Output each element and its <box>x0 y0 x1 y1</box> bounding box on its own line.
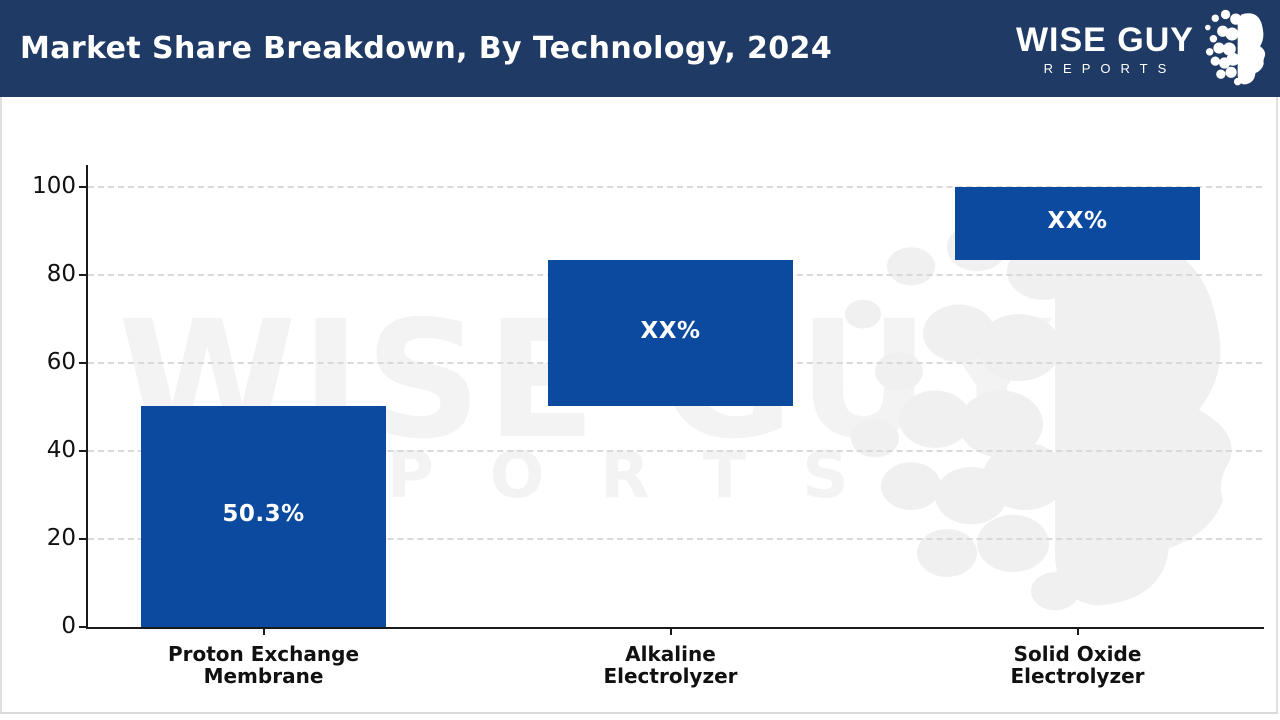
y-axis-line <box>86 165 88 629</box>
y-axis-tick <box>79 450 88 452</box>
brand-subname: REPORTS <box>1043 60 1177 76</box>
x-axis-tick <box>1076 627 1079 635</box>
bar-segment <box>955 187 1200 260</box>
page-title: Market Share Breakdown, By Technology, 2… <box>20 31 833 66</box>
bar-value-label: 50.3% <box>222 501 305 528</box>
y-axis-tick <box>79 362 88 364</box>
y-axis-tick <box>79 274 88 276</box>
y-axis-tick-label: 20 <box>46 525 76 551</box>
brand-logo-text: WISE GUY REPORTS <box>1016 23 1194 75</box>
x-axis-category-label: Alkaline Electrolyzer <box>603 642 738 688</box>
y-gridline <box>88 538 1262 540</box>
x-axis-tick <box>669 627 672 635</box>
y-axis-tick <box>79 626 88 628</box>
x-axis-category-label: Proton Exchange Membrane <box>167 642 360 688</box>
brand-logo: WISE GUY REPORTS <box>1016 7 1280 91</box>
bar-segment <box>548 259 793 406</box>
bar-segment <box>141 405 386 627</box>
y-axis-tick <box>79 538 88 540</box>
header-bar: Market Share Breakdown, By Technology, 2… <box>0 0 1280 97</box>
x-axis-category-label: Solid Oxide Electrolyzer <box>1010 642 1145 688</box>
y-axis-tick <box>79 186 88 188</box>
x-axis-tick <box>262 627 265 635</box>
brand-name: WISE GUY <box>1015 20 1194 59</box>
y-axis-tick-label: 0 <box>61 613 76 639</box>
dot-face-logo-icon <box>1205 9 1266 85</box>
market-share-chart: WISE GUY REPORTS 0 20 40 60 80 100 50.3% XX% XX%… <box>0 97 1280 720</box>
bar-value-label: XX% <box>1047 208 1108 235</box>
x-axis-line <box>86 627 1264 629</box>
y-axis-tick-label: 100 <box>32 173 76 199</box>
y-axis-tick-label: 40 <box>46 437 76 463</box>
y-axis-tick-label: 80 <box>46 261 76 287</box>
bar-value-label: XX% <box>640 317 701 344</box>
y-gridline <box>88 450 1262 452</box>
y-gridline <box>88 186 1262 188</box>
y-axis-tick-label: 60 <box>46 349 76 375</box>
